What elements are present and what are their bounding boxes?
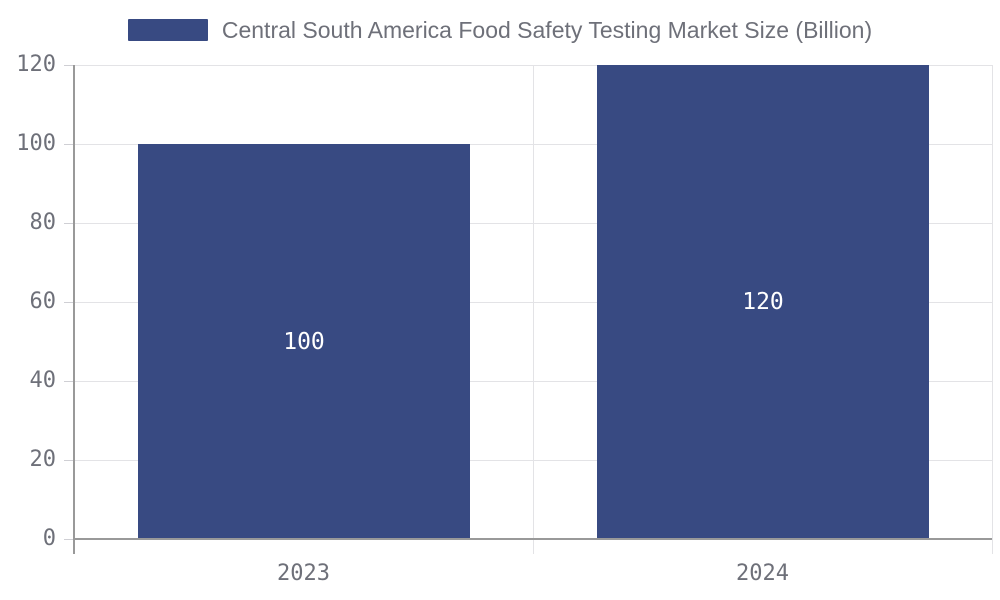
legend-swatch-icon <box>127 19 208 41</box>
y-axis-tick <box>64 538 74 540</box>
y-axis-tick <box>64 222 74 224</box>
x-axis-label: 2024 <box>736 561 789 586</box>
y-axis-tick <box>64 143 74 145</box>
y-axis-tick <box>64 301 74 303</box>
x-axis-label: 2023 <box>277 561 330 586</box>
bar-2023[interactable] <box>138 144 470 538</box>
y-axis-tick <box>64 380 74 382</box>
y-axis-tick <box>64 64 74 66</box>
y-axis-label: 0 <box>42 526 56 551</box>
y-axis-label: 20 <box>29 447 57 472</box>
y-axis-label: 60 <box>29 289 57 314</box>
bar-2024[interactable] <box>597 65 929 538</box>
y-axis-tick <box>64 459 74 461</box>
category-boundary-line <box>532 65 534 554</box>
category-boundary-line <box>991 65 993 554</box>
x-axis-line <box>74 538 992 540</box>
y-axis-label: 100 <box>16 131 56 156</box>
legend-label: Central South America Food Safety Testin… <box>221 17 873 43</box>
y-axis-label: 80 <box>29 210 57 235</box>
y-axis-line <box>73 65 75 554</box>
y-axis-label: 40 <box>29 368 57 393</box>
y-axis-label: 120 <box>16 52 56 77</box>
legend[interactable]: Central South America Food Safety Testin… <box>0 16 1000 44</box>
